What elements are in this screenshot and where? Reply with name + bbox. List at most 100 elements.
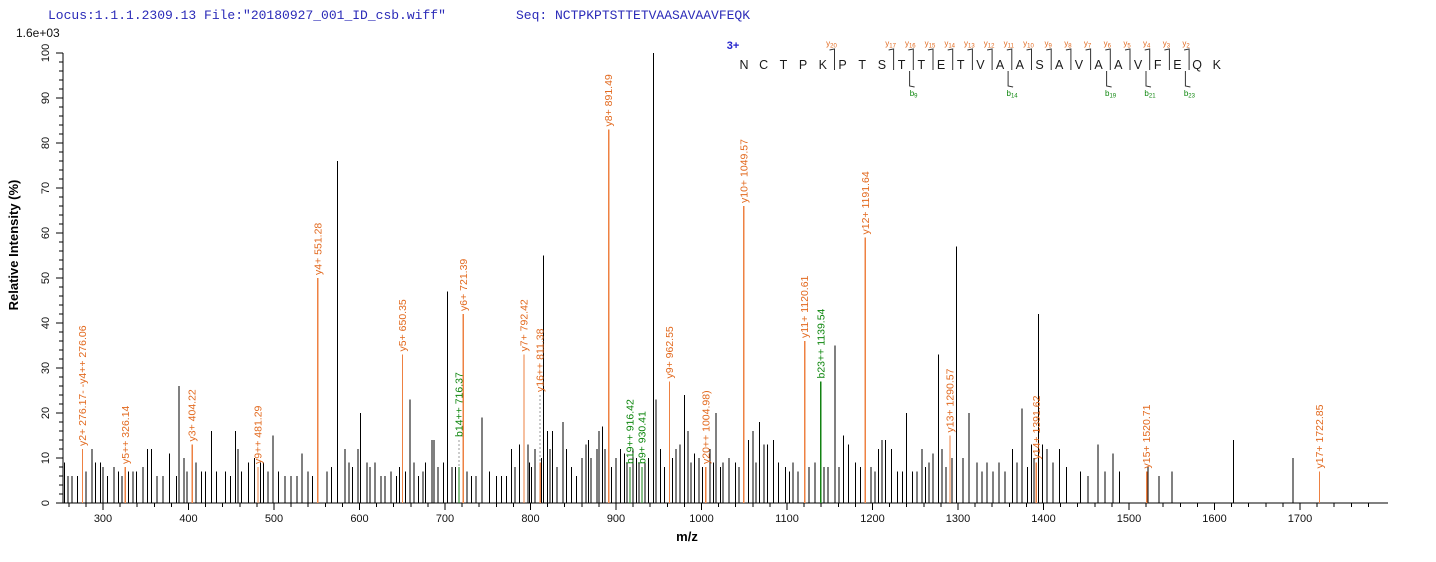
sequence-residue: V — [1134, 58, 1143, 72]
sequence-residue: T — [780, 58, 788, 72]
sequence-residue: T — [858, 58, 866, 72]
x-tick-label: 1000 — [689, 513, 713, 525]
fragment-ion-label: y13 — [964, 39, 975, 50]
peak-label: b19++ 916.42 — [625, 399, 637, 464]
fragment-ion-label: b14 — [1007, 89, 1019, 100]
y-ion-marker — [1085, 48, 1092, 70]
y-tick-label: 60 — [40, 227, 52, 239]
y-ion-marker — [1026, 48, 1032, 70]
y-ion-marker — [967, 48, 973, 70]
x-tick-label: 1300 — [946, 513, 970, 525]
fragment-ion-label: y15 — [925, 39, 936, 50]
fragment-ion-label: b21 — [1144, 89, 1156, 100]
fragment-ion-label: y2 — [1182, 39, 1190, 50]
x-tick-label: 600 — [350, 513, 368, 525]
peak-label: y5++ 326.14 — [120, 405, 132, 464]
fragment-ion-label: y7 — [1084, 39, 1092, 50]
locus-file-label: Locus:1.1.1.2309.13 File:"20180927_001_I… — [48, 8, 446, 23]
sequence-residue: A — [1016, 58, 1025, 72]
peak-label: y3+ 404.22 — [187, 389, 199, 441]
sequence-residue: S — [878, 58, 886, 72]
sequence-residue: T — [957, 58, 965, 72]
peak-label: y16++ 811.38 — [535, 328, 547, 392]
fragment-ion-label: y11 — [1004, 39, 1015, 50]
sequence-residue: C — [759, 58, 768, 72]
fragment-ion-label: y16 — [905, 39, 916, 50]
y-tick-label: 50 — [40, 272, 52, 284]
y-tick-label: 40 — [40, 317, 52, 329]
sequence-residue: P — [838, 58, 846, 72]
x-axis-title: m/z — [676, 529, 698, 544]
x-tick-label: 500 — [265, 513, 283, 525]
peak-label: y12+ 1191.64 — [860, 171, 872, 234]
y-tick-label: 30 — [40, 362, 52, 374]
b-ion-marker — [1184, 71, 1191, 88]
peak-label: b14++ 716.37 — [453, 372, 465, 437]
fragment-ion-label: b23 — [1184, 89, 1196, 100]
peak-label: b9+ 930.41 — [637, 411, 649, 464]
b-ion-marker — [1007, 71, 1014, 88]
x-tick-label: 1600 — [1202, 513, 1226, 525]
sequence-residue: P — [799, 58, 807, 72]
y-ion-marker — [888, 48, 895, 70]
y-ion-marker — [1124, 48, 1131, 70]
peak-label: y9+ 962.55 — [664, 326, 676, 378]
sequence-label: Seq: NCTPKPTSTTETVAASAVAAVFEQK — [516, 8, 751, 23]
sequence-residue: A — [1094, 58, 1103, 72]
y-ion-marker — [927, 48, 934, 70]
peak-label: y4+ 551.28 — [312, 223, 324, 275]
y-ion-marker — [1105, 48, 1111, 70]
sequence-residue: K — [1213, 58, 1222, 72]
header-bar: Locus:1.1.1.2309.13 File:"20180927_001_I… — [0, 8, 1436, 26]
sequence-residue: T — [898, 58, 906, 72]
fragment-ion-label: y5 — [1123, 39, 1131, 50]
peak-label: y15+ 1520.71 — [1141, 404, 1153, 468]
y-ion-marker — [1184, 48, 1190, 70]
y-ion-marker — [1006, 48, 1013, 70]
y-axis-title: Relative Intensity (%) — [6, 180, 21, 311]
sequence-residue: N — [739, 58, 748, 72]
sequence-residue: E — [937, 58, 945, 72]
y-tick-label: 70 — [40, 182, 52, 194]
sequence-residue: V — [1075, 58, 1084, 72]
peak-label: y5+ 650.35 — [397, 299, 409, 351]
precursor-charge-label: 3+ — [727, 40, 740, 52]
max-intensity-label: 1.6e+03 — [16, 26, 60, 40]
sequence-residue: A — [1055, 58, 1064, 72]
sequence-residue: F — [1154, 58, 1162, 72]
sequence-residue: T — [917, 58, 925, 72]
y-tick-label: 90 — [40, 92, 52, 104]
peak-label: y13+ 1290.57 — [944, 368, 956, 432]
fragment-ion-label: b9 — [910, 89, 918, 100]
fragment-ion-label: y4 — [1143, 39, 1151, 50]
sequence-residue: S — [1035, 58, 1043, 72]
fragment-ion-label: y10 — [1023, 39, 1034, 50]
y-ion-marker — [908, 48, 914, 70]
b-ion-marker — [909, 71, 915, 88]
y-tick-label: 0 — [40, 500, 52, 506]
b-ion-marker — [1106, 71, 1112, 88]
y-tick-label: 20 — [40, 407, 52, 419]
y-ion-marker — [829, 48, 835, 70]
peak-label: y10+ 1049.57 — [738, 139, 750, 203]
x-tick-label: 1400 — [1031, 513, 1055, 525]
fragment-ion-label: y8 — [1064, 39, 1072, 50]
fragment-ion-label: b19 — [1105, 89, 1117, 100]
fragment-ion-label: y12 — [984, 39, 995, 50]
x-tick-label: 700 — [436, 513, 454, 525]
fragment-ion-label: y3 — [1163, 39, 1171, 50]
peak-label: y2+ 276.17- -y4++ 276.06 — [77, 325, 89, 446]
y-ion-marker — [947, 48, 954, 70]
y-ion-marker — [987, 48, 993, 70]
peak-label: y7+ 792.42 — [519, 299, 531, 351]
fragment-ion-label: y14 — [944, 39, 955, 50]
sequence-residue: A — [1114, 58, 1123, 72]
b-ion-marker — [1145, 71, 1152, 88]
x-tick-label: 300 — [94, 513, 112, 525]
peak-label: y11+ 1120.61 — [799, 275, 811, 338]
peak-label: y20++ 1004.98) — [700, 390, 712, 464]
x-tick-label: 900 — [607, 513, 625, 525]
fragment-ion-label: y6 — [1104, 39, 1112, 50]
y-ion-marker — [1144, 48, 1151, 70]
